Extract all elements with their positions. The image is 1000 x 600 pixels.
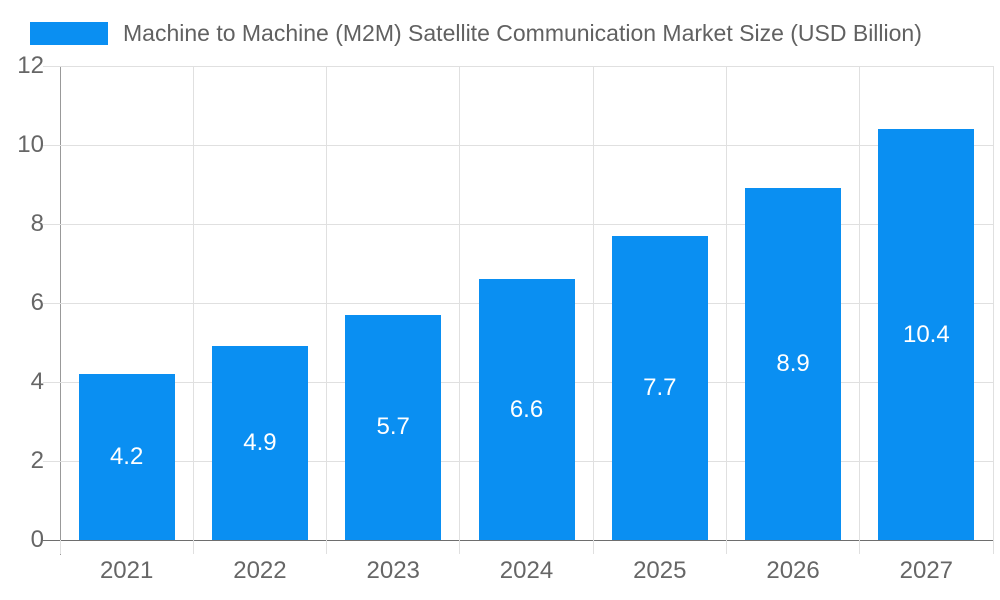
bar-value-label: 8.9: [776, 350, 810, 378]
x-axis-label: 2021: [99, 557, 154, 584]
y-tick: [43, 460, 60, 462]
x-tick: [859, 540, 861, 554]
gridline-h: [60, 223, 993, 225]
x-axis-label: 2023: [366, 557, 420, 584]
x-tick: [992, 540, 994, 554]
x-tick: [725, 540, 727, 554]
x-tick: [192, 540, 194, 554]
bar-value-label: 5.7: [376, 413, 410, 441]
gridline-v: [459, 66, 461, 540]
bar-value-label: 7.7: [643, 373, 677, 401]
plot-area: 4.2 4.9 5.7 6.6 7.7 8.9 10.4: [43, 65, 994, 554]
x-axis-label: 2022: [233, 557, 287, 584]
chart-title: Machine to Machine (M2M) Satellite Commu…: [123, 20, 922, 46]
gridline-v: [992, 66, 994, 540]
bar-2026: 8.9: [745, 188, 842, 540]
x-axis-line: [43, 540, 993, 541]
gridline-v: [725, 66, 727, 540]
y-axis-label: 4: [30, 368, 44, 395]
x-axis-label: 2026: [766, 557, 820, 584]
y-tick: [43, 223, 60, 225]
x-axis-label: 2025: [633, 557, 687, 584]
bar-2023: 5.7: [345, 314, 442, 540]
gridline-h: [60, 65, 993, 67]
y-axis-label: 12: [17, 52, 44, 79]
gridline-v: [192, 66, 194, 540]
y-axis-label: 2: [30, 447, 44, 474]
x-axis-label: 2024: [499, 557, 554, 584]
bar-value-label: 4.2: [109, 443, 144, 471]
gridline-v: [592, 66, 594, 540]
y-tick: [43, 144, 60, 146]
y-tick: [43, 302, 60, 304]
y-axis-label: 10: [17, 131, 44, 158]
gridline-v: [859, 66, 861, 540]
gridline-v: [326, 66, 328, 540]
x-tick: [326, 540, 328, 554]
bar-2022: 4.9: [211, 346, 308, 540]
bar-2027: 10.4: [878, 129, 975, 540]
x-tick: [59, 540, 61, 554]
y-axis-label: 8: [30, 210, 44, 237]
bar-2021: 4.2: [78, 374, 175, 540]
bar-2024: 6.6: [478, 279, 575, 540]
bar-2025: 7.7: [611, 235, 708, 540]
y-tick: [43, 65, 60, 67]
bar-value-label: 6.6: [509, 395, 544, 423]
x-tick: [459, 540, 461, 554]
legend: Machine to Machine (M2M) Satellite Commu…: [0, 0, 1000, 56]
x-tick: [592, 540, 594, 554]
legend-swatch: [30, 22, 108, 45]
gridline-h: [60, 144, 993, 146]
x-axis-label: 2027: [899, 557, 954, 584]
y-axis-label: 0: [30, 526, 44, 553]
y-tick: [43, 381, 60, 383]
bar-value-label: 4.9: [243, 429, 277, 457]
y-axis-line: [60, 66, 61, 555]
bar-value-label: 10.4: [902, 320, 950, 348]
y-axis-label: 6: [30, 289, 44, 316]
